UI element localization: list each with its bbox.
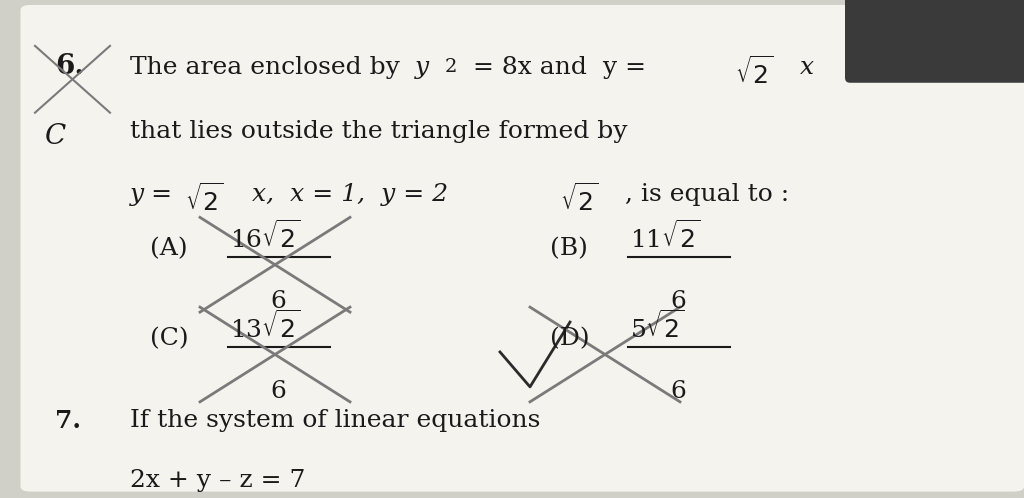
Text: 16$\sqrt{2}$: 16$\sqrt{2}$ — [230, 220, 300, 253]
Text: 5$\sqrt{2}$: 5$\sqrt{2}$ — [630, 310, 685, 343]
Text: 6: 6 — [670, 380, 686, 403]
Text: (D): (D) — [550, 327, 590, 350]
Text: y =: y = — [130, 183, 181, 207]
Text: 2x + y – z = 7: 2x + y – z = 7 — [130, 469, 305, 492]
Text: 6: 6 — [670, 290, 686, 313]
Text: $\sqrt{2}$: $\sqrt{2}$ — [560, 183, 599, 216]
Text: , is equal to :: , is equal to : — [625, 183, 790, 207]
Text: 13$\sqrt{2}$: 13$\sqrt{2}$ — [230, 310, 300, 343]
FancyBboxPatch shape — [20, 5, 1024, 492]
Text: 6.: 6. — [55, 53, 84, 80]
Text: The area enclosed by: The area enclosed by — [130, 56, 408, 79]
Text: $\sqrt{2}$: $\sqrt{2}$ — [185, 183, 223, 216]
Text: If the system of linear equations: If the system of linear equations — [130, 409, 541, 432]
Text: (A): (A) — [150, 238, 187, 260]
FancyBboxPatch shape — [845, 0, 1024, 83]
Text: = 8x and  y =: = 8x and y = — [465, 56, 654, 79]
Text: x: x — [800, 56, 814, 79]
Text: x,  x = 1,  y = 2: x, x = 1, y = 2 — [252, 183, 449, 207]
Text: 6: 6 — [270, 290, 286, 313]
Text: 7.: 7. — [55, 409, 81, 433]
Text: that lies outside the triangle formed by: that lies outside the triangle formed by — [130, 120, 628, 142]
Text: 11$\sqrt{2}$: 11$\sqrt{2}$ — [630, 220, 700, 253]
Text: $\sqrt{2}$: $\sqrt{2}$ — [735, 56, 774, 89]
Text: (B): (B) — [550, 238, 588, 260]
Text: 6: 6 — [270, 380, 286, 403]
Text: 2: 2 — [445, 58, 458, 76]
Text: y: y — [415, 56, 429, 79]
Text: (C): (C) — [150, 327, 188, 350]
Text: C: C — [45, 123, 67, 149]
